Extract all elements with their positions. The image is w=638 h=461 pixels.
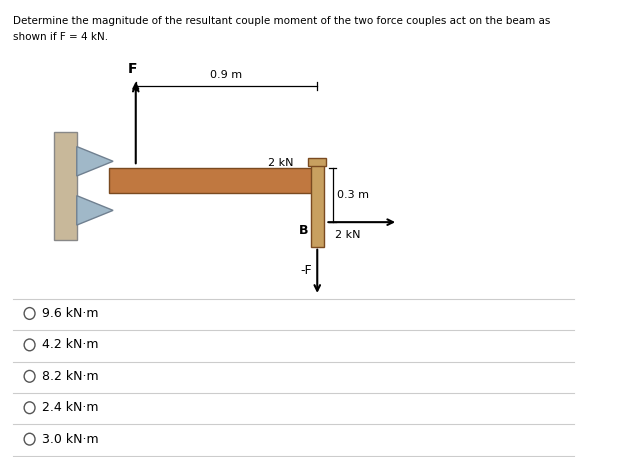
Text: 2.4 kN·m: 2.4 kN·m	[42, 401, 99, 414]
Text: 9.6 kN·m: 9.6 kN·m	[42, 307, 99, 320]
Bar	[54, 132, 77, 240]
Text: F: F	[128, 62, 137, 76]
Text: B: B	[299, 224, 308, 237]
Text: 2 kN: 2 kN	[334, 230, 360, 240]
Text: 4.2 kN·m: 4.2 kN·m	[42, 338, 99, 351]
Text: -F: -F	[300, 264, 312, 278]
Bar	[108, 168, 317, 193]
Text: 3.0 kN·m: 3.0 kN·m	[42, 433, 99, 446]
Text: 8.2 kN·m: 8.2 kN·m	[42, 370, 99, 383]
Bar	[311, 163, 323, 247]
Text: 0.3 m: 0.3 m	[338, 190, 369, 200]
Text: 2 kN: 2 kN	[268, 158, 293, 168]
Bar	[308, 158, 326, 166]
Text: Determine the magnitude of the resultant couple moment of the two force couples : Determine the magnitude of the resultant…	[13, 16, 551, 26]
Polygon shape	[77, 195, 113, 225]
Polygon shape	[77, 147, 113, 176]
Text: A: A	[113, 173, 122, 186]
Text: shown if F = 4 kN.: shown if F = 4 kN.	[13, 32, 108, 41]
Text: 0.9 m: 0.9 m	[211, 70, 242, 80]
